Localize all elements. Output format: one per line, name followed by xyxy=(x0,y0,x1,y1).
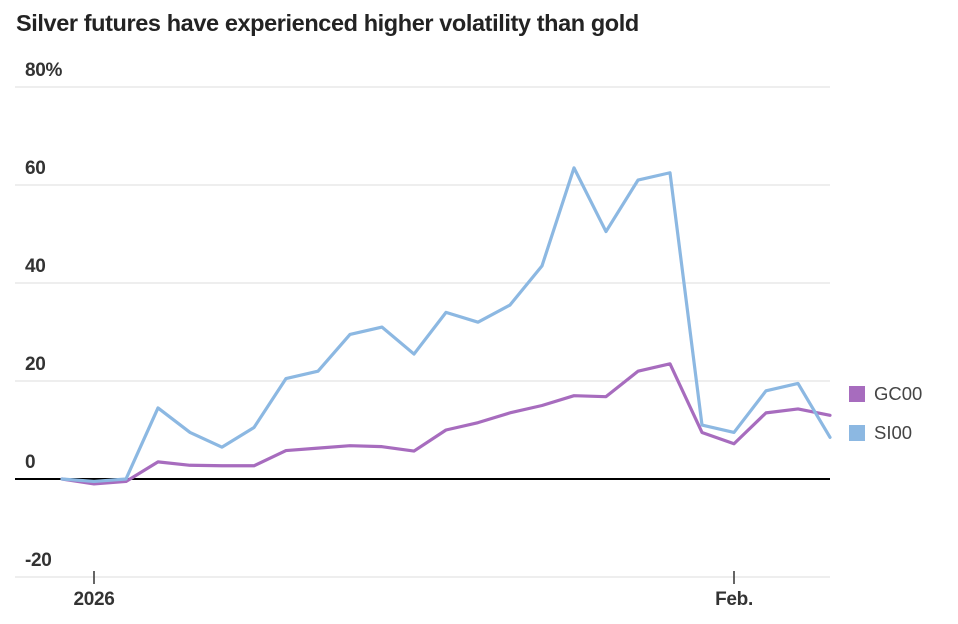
chart-title: Silver futures have experienced higher v… xyxy=(16,10,639,36)
legend-item-si00: SI00 xyxy=(849,422,922,444)
y-axis-label-60: 60 xyxy=(25,158,46,179)
legend-label-si00: SI00 xyxy=(874,422,913,443)
y-axis-label-0: 0 xyxy=(25,452,36,473)
legend-label-gc00: GC00 xyxy=(874,383,923,404)
y-axis-label-20: 20 xyxy=(25,354,46,375)
y-axis-label-40: 40 xyxy=(25,256,46,277)
si00-swatch-icon xyxy=(849,425,865,441)
si00-line xyxy=(60,166,832,484)
legend: GC00 SI00 xyxy=(849,383,922,461)
x-axis-label-feb: Feb. xyxy=(715,589,753,610)
gc00-swatch-icon xyxy=(849,386,865,402)
y-axis-label-80: 80% xyxy=(25,60,63,81)
y-axis-label-neg20: -20 xyxy=(25,550,52,571)
x-axis-label-2026: 2026 xyxy=(73,589,115,610)
gc00-line xyxy=(60,362,832,486)
legend-item-gc00: GC00 xyxy=(849,383,922,405)
